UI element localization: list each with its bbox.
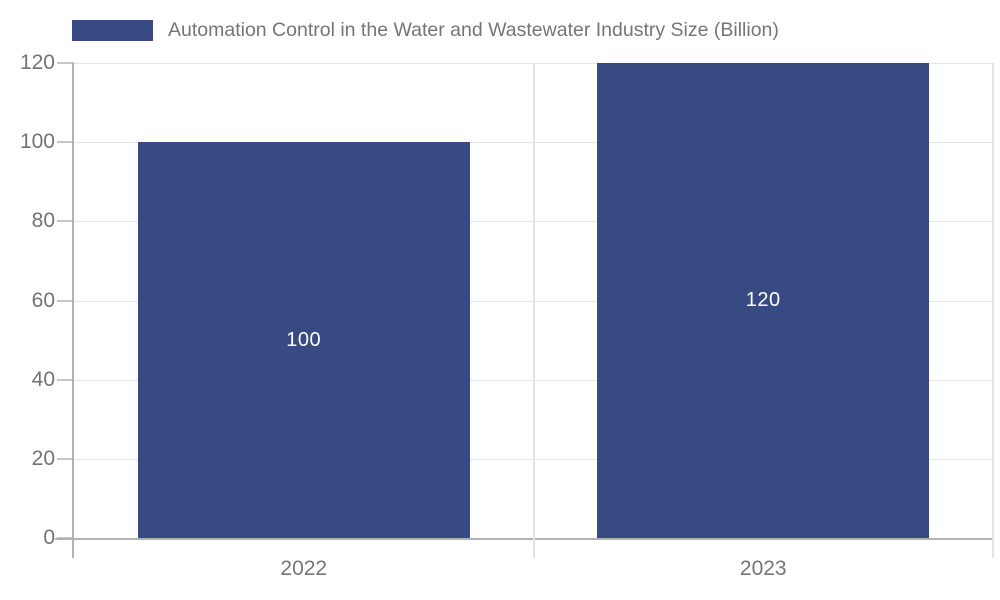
y-axis-labels: 0 20 40 60 80 100 120 (0, 51, 55, 549)
y-axis-tick-label: 0 (43, 526, 55, 549)
legend-swatch (72, 20, 153, 41)
x-axis-category-label: 2022 (280, 557, 328, 580)
bar-value-label: 100 (286, 328, 322, 351)
category-separator-line (992, 63, 994, 558)
y-axis-tick-label: 80 (31, 209, 55, 233)
legend-label: Automation Control in the Water and Wast… (168, 19, 779, 41)
y-axis-tick-label: 120 (19, 51, 55, 74)
y-axis-tick (57, 299, 74, 302)
bar: 100 (137, 142, 470, 538)
y-axis-tick (57, 220, 74, 223)
x-axis-line (55, 538, 993, 540)
x-axis-labels: 2022 2023 (74, 557, 993, 587)
legend: Automation Control in the Water and Wast… (72, 19, 779, 42)
y-axis-tick-label: 60 (31, 288, 55, 312)
y-axis-tick (57, 457, 74, 460)
y-axis-tick-label: 40 (31, 367, 55, 391)
y-axis-tick (57, 378, 74, 381)
x-axis-category-label: 2023 (739, 557, 787, 580)
y-axis-tick (57, 141, 74, 144)
y-axis-tick-label: 100 (19, 130, 55, 154)
y-axis-tick (57, 62, 74, 64)
plot-area: 100 120 (55, 63, 994, 558)
bar-value-label: 120 (745, 289, 781, 311)
y-axis-tick-label: 20 (31, 446, 55, 470)
y-axis-line (72, 63, 74, 558)
category-separator-line (532, 63, 535, 558)
bar: 120 (597, 63, 930, 538)
